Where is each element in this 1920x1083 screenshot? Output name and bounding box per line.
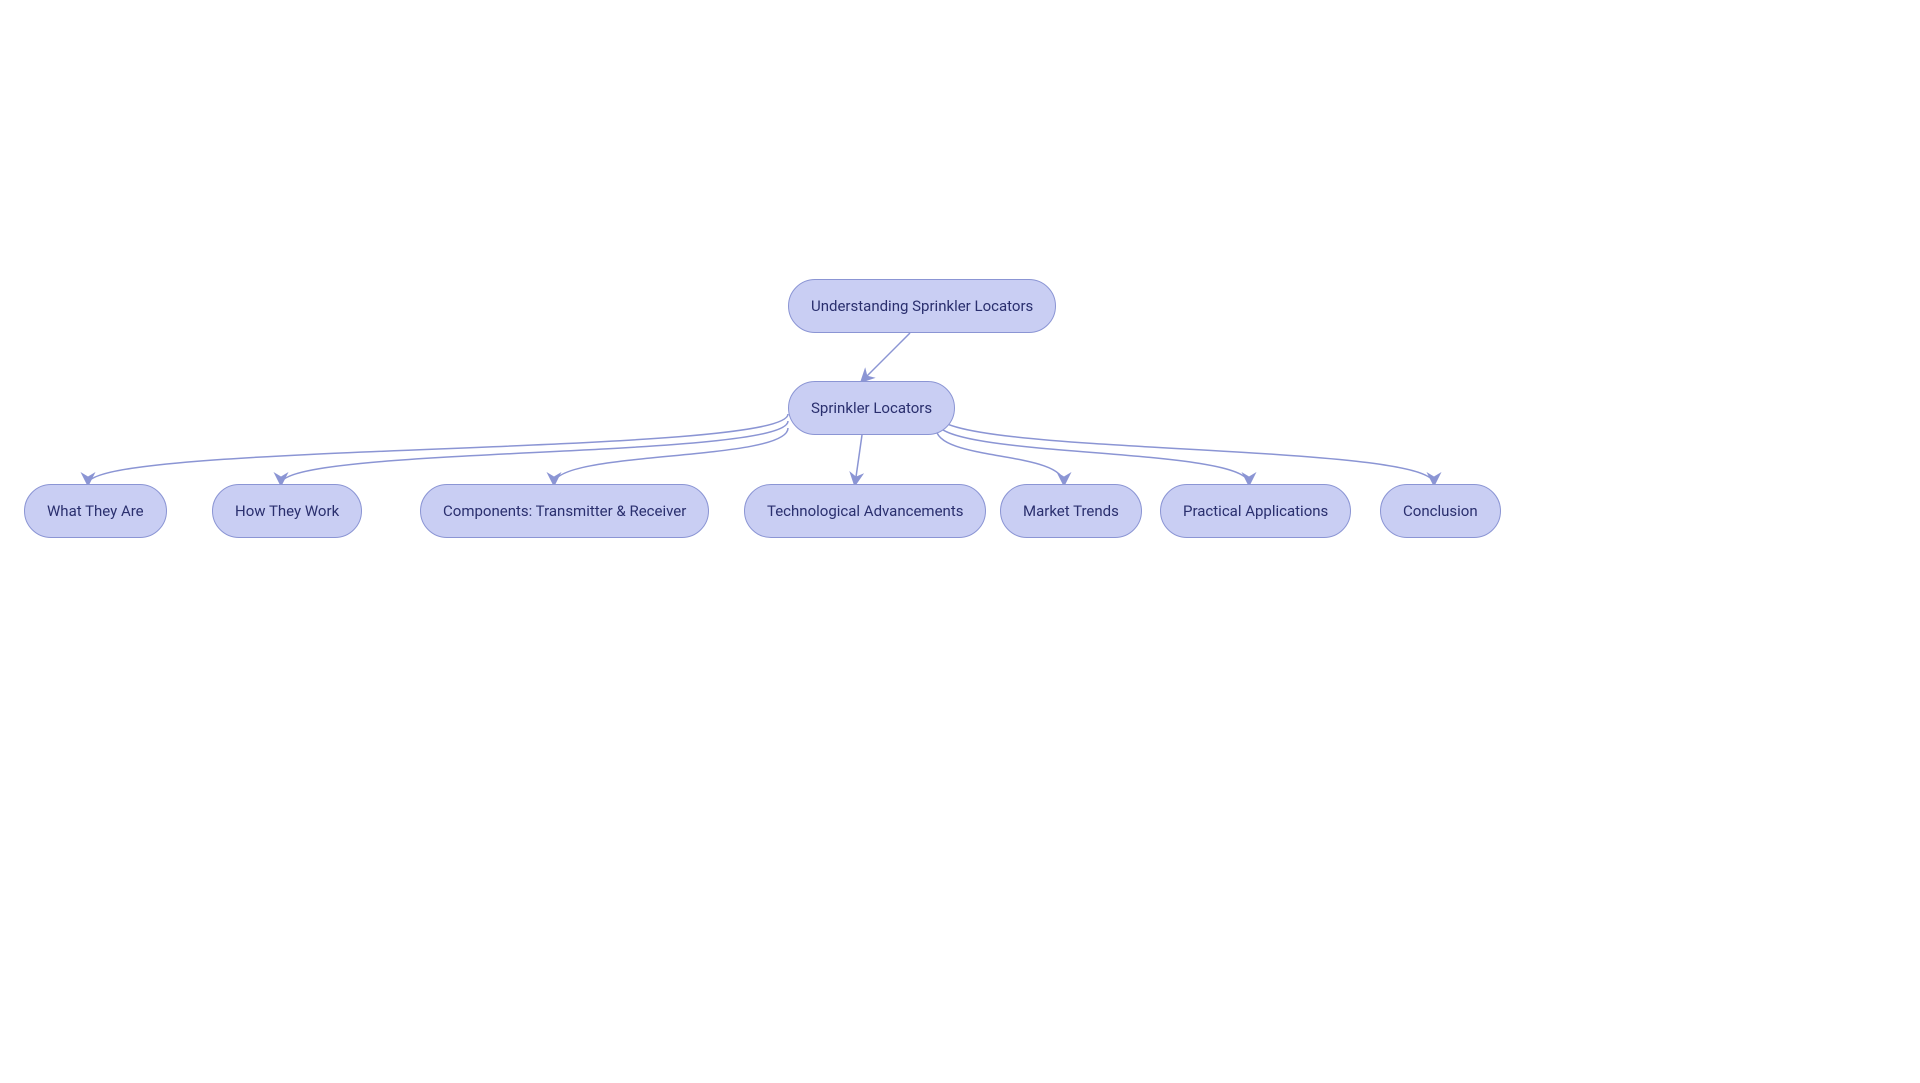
node-leaf2: How They Work bbox=[212, 484, 362, 538]
edge-mid-leaf7 bbox=[936, 414, 1434, 484]
edge-mid-leaf5 bbox=[936, 428, 1064, 484]
node-leaf4: Technological Advancements bbox=[744, 484, 986, 538]
edge-mid-leaf1 bbox=[88, 414, 788, 484]
node-leaf1: What They Are bbox=[24, 484, 167, 538]
edge-mid-leaf2 bbox=[281, 421, 788, 484]
edges-layer bbox=[0, 0, 1920, 1083]
node-root: Understanding Sprinkler Locators bbox=[788, 279, 1056, 333]
node-leaf3: Components: Transmitter & Receiver bbox=[420, 484, 709, 538]
node-mid: Sprinkler Locators bbox=[788, 381, 955, 435]
edge-root-mid bbox=[862, 333, 910, 381]
edge-mid-leaf6 bbox=[936, 421, 1249, 484]
diagram-container: Understanding Sprinkler Locators Sprinkle… bbox=[0, 0, 1920, 1083]
node-leaf7: Conclusion bbox=[1380, 484, 1501, 538]
node-leaf6: Practical Applications bbox=[1160, 484, 1351, 538]
edge-mid-leaf3 bbox=[554, 428, 788, 484]
node-leaf5: Market Trends bbox=[1000, 484, 1142, 538]
edge-mid-leaf4 bbox=[855, 435, 862, 484]
